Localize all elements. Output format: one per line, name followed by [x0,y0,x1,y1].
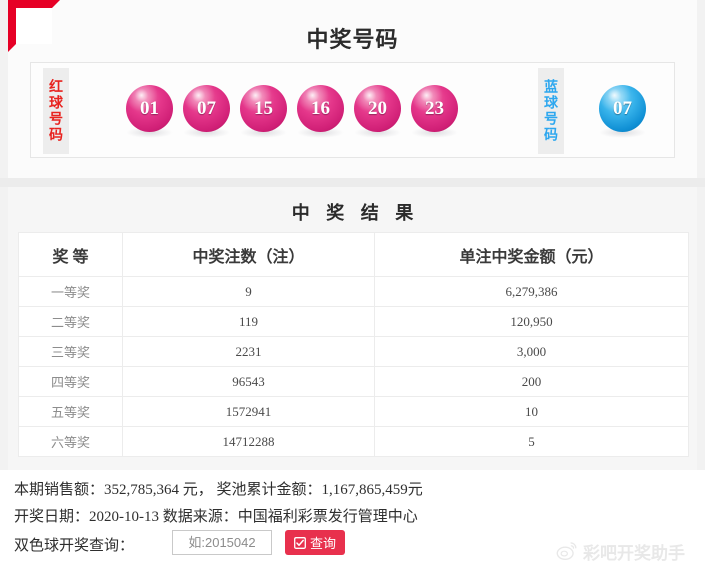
footer: 本期销售额：352,785,364 元， 奖池累计金额：1,167,865,45… [0,470,705,570]
column-header-grade: 奖 等 [18,232,123,277]
red-ball-3: 15 [240,85,287,132]
red-ball-1: 01 [126,85,173,132]
cell-grade: 一等奖 [18,276,123,307]
ball-shadow [126,127,173,138]
table-header-row: 奖 等 中奖注数（注） 单注中奖金额（元） [18,232,689,277]
cell-count: 1572941 [122,396,375,427]
cell-count: 119 [122,306,375,337]
cell-amount: 200 [374,366,689,397]
checklist-icon [294,536,306,549]
draw-date-and-source-text: 开奖日期：2020-10-13 数据来源：中国福利彩票发行管理中心 [14,509,418,525]
results-title: 中 奖 结 果 [291,203,420,223]
blue-ball-1: 07 [599,85,646,132]
table-row: 六等奖 14712288 5 [18,426,689,457]
ball-shadow [297,127,344,138]
table-row: 五等奖 1572941 10 [18,396,689,427]
cell-grade: 五等奖 [18,396,123,427]
sales-and-pool-text: 本期销售额：352,785,364 元， 奖池累计金额：1,167,865,45… [14,482,423,498]
ball-shadow [354,127,401,138]
red-ball-4: 16 [297,85,344,132]
blue-balls-label: 蓝球号码 [538,68,564,154]
column-header-amount: 单注中奖金额（元） [374,232,689,277]
cell-grade: 二等奖 [18,306,123,337]
query-label: 双色球开奖查询： [14,538,135,554]
cell-amount: 10 [374,396,689,427]
cell-grade: 三等奖 [18,336,123,367]
cell-count: 96543 [122,366,375,397]
cell-count: 9 [122,276,375,307]
query-button[interactable]: 查询 [285,530,346,555]
cell-grade: 四等奖 [18,366,123,397]
cell-amount: 5 [374,426,689,457]
issue-number-input[interactable] [172,530,272,555]
section-divider [0,178,705,187]
ball-shadow [599,127,646,138]
page-title: 中奖号码 [306,27,399,52]
table-row: 三等奖 2231 3,000 [18,336,689,367]
query-button-label: 查询 [310,536,337,551]
table-row: 一等奖 9 6,279,386 [18,276,689,307]
ball-shadow [183,127,230,138]
table-row: 四等奖 96543 200 [18,366,689,397]
ball-shadow [240,127,287,138]
prize-results-table: 奖 等 中奖注数（注） 单注中奖金额（元） 一等奖 9 6,279,386 二等… [18,232,689,457]
table-row: 二等奖 119 120,950 [18,306,689,337]
balls-container: 红球号码 01 07 15 16 20 23 蓝球号码 07 [30,62,675,158]
red-balls-label: 红球号码 [43,68,69,154]
red-ball-2: 07 [183,85,230,132]
cell-grade: 六等奖 [18,426,123,457]
red-ball-6: 23 [411,85,458,132]
cell-count: 2231 [122,336,375,367]
cell-count: 14712288 [122,426,375,457]
winning-numbers-panel: 中奖号码 红球号码 01 07 15 16 20 23 蓝球号码 07 [8,0,697,178]
column-header-count: 中奖注数（注） [122,232,375,277]
cell-amount: 3,000 [374,336,689,367]
cell-amount: 6,279,386 [374,276,689,307]
ball-shadow [411,127,458,138]
red-ball-5: 20 [354,85,401,132]
cell-amount: 120,950 [374,306,689,337]
results-section: 中 奖 结 果 奖 等 中奖注数（注） 单注中奖金额（元） 一等奖 9 6,27… [8,187,697,470]
